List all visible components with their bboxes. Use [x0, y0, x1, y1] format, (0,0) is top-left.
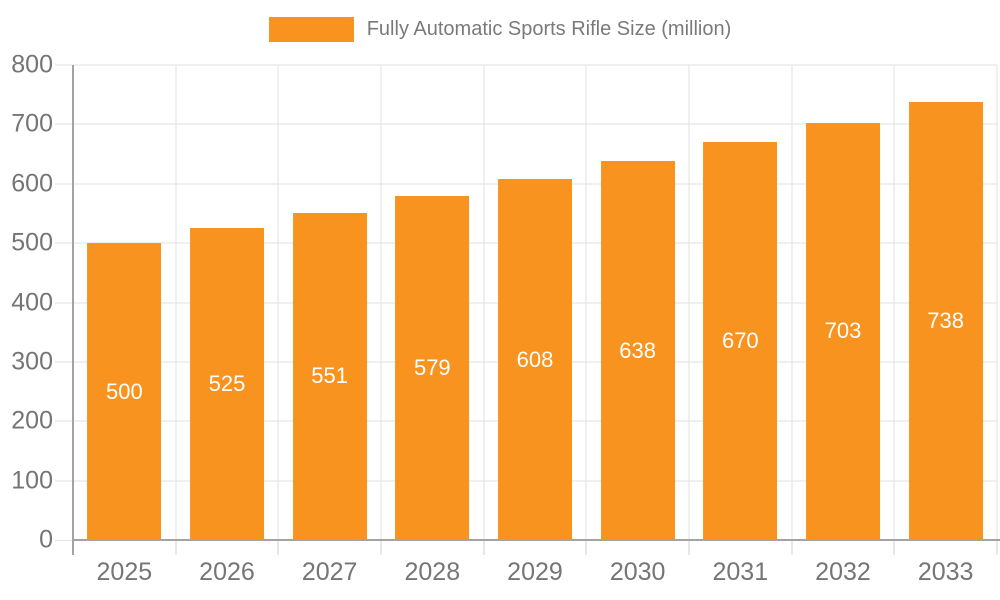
legend-swatch-icon [268, 17, 354, 42]
x-axis-tick-label: 2031 [712, 558, 769, 586]
gridline-vertical [996, 65, 998, 540]
bar-cell: 738 [894, 65, 997, 540]
bar[interactable]: 551 [292, 212, 367, 540]
bar-cell: 703 [792, 65, 895, 540]
bar-value-label: 525 [208, 371, 246, 397]
x-tick [72, 540, 74, 555]
bar[interactable]: 670 [703, 142, 778, 540]
bar-value-label: 579 [413, 355, 451, 381]
y-axis-tick-label: 600 [11, 169, 53, 198]
x-tick [996, 540, 998, 555]
gridline-horizontal [55, 123, 997, 125]
bar-value-label: 703 [824, 318, 862, 344]
x-axis-tick-label: 2028 [404, 558, 461, 586]
bar-cell: 638 [586, 65, 689, 540]
gridline-vertical [893, 65, 895, 540]
y-axis-tick-label: 0 [39, 525, 53, 554]
x-axis-tick-label: 2033 [917, 558, 974, 586]
y-axis-tick-label: 500 [11, 228, 53, 257]
bar[interactable]: 500 [87, 243, 162, 540]
y-axis-tick-label: 300 [11, 347, 53, 376]
x-axis-tick-label: 2025 [96, 558, 153, 586]
y-axis-tick-label: 200 [11, 406, 53, 435]
x-tick [585, 540, 587, 555]
bar-value-label: 551 [311, 363, 349, 389]
bar[interactable]: 525 [190, 228, 264, 540]
bar-value-label: 738 [927, 307, 965, 333]
bar-value-label: 608 [516, 346, 554, 372]
x-axis-tick-label: 2029 [507, 558, 563, 586]
x-tick [688, 540, 690, 555]
y-axis-tick-label: 100 [11, 466, 53, 495]
x-tick [483, 540, 485, 555]
bar-cell: 525 [176, 65, 279, 540]
y-axis-tick-label: 400 [11, 288, 53, 316]
bar-cell: 608 [484, 65, 587, 540]
x-tick [175, 540, 177, 555]
x-axis-tick-label: 2030 [609, 558, 666, 586]
bar-cell: 551 [278, 65, 381, 540]
bar-value-label: 638 [619, 337, 657, 363]
x-tick [380, 540, 382, 555]
bar[interactable]: 703 [806, 122, 880, 540]
x-axis-tick-label: 2032 [815, 558, 871, 586]
legend[interactable]: Fully Automatic Sports Rifle Size (milli… [0, 17, 1000, 42]
bar[interactable]: 638 [600, 161, 675, 540]
x-axis-tick-label: 2026 [199, 558, 255, 586]
gridline-vertical [688, 65, 690, 540]
bar-cell: 670 [689, 65, 792, 540]
x-tick [893, 540, 895, 555]
bar[interactable]: 738 [908, 101, 983, 540]
bar[interactable]: 579 [395, 196, 470, 540]
y-axis-tick-label: 700 [11, 109, 53, 138]
x-axis-line [73, 539, 1000, 541]
legend-label: Fully Automatic Sports Rifle Size (milli… [366, 18, 732, 40]
plot-area: 0 100 200 300 400 500 600 700 800 500 2025 525 2026 5… [11, 52, 1000, 585]
y-axis-line [72, 65, 74, 540]
y-axis-tick-label: 800 [11, 50, 53, 79]
gridline-vertical [175, 65, 177, 540]
bar-cell: 579 [381, 65, 484, 540]
bar-cell: 500 [73, 65, 176, 540]
gridline-horizontal [55, 64, 997, 66]
x-tick [791, 540, 793, 555]
gridline-vertical [791, 65, 793, 540]
x-tick [277, 540, 279, 555]
gridline-vertical [483, 65, 485, 540]
bar-value-label: 670 [721, 328, 759, 354]
gridline-vertical [380, 65, 382, 540]
y-tick [55, 540, 73, 541]
gridline-vertical [585, 65, 587, 540]
bar[interactable]: 608 [498, 179, 572, 540]
gridline-vertical [277, 65, 279, 540]
x-axis-tick-label: 2027 [301, 558, 358, 586]
bar-value-label: 500 [105, 378, 143, 404]
